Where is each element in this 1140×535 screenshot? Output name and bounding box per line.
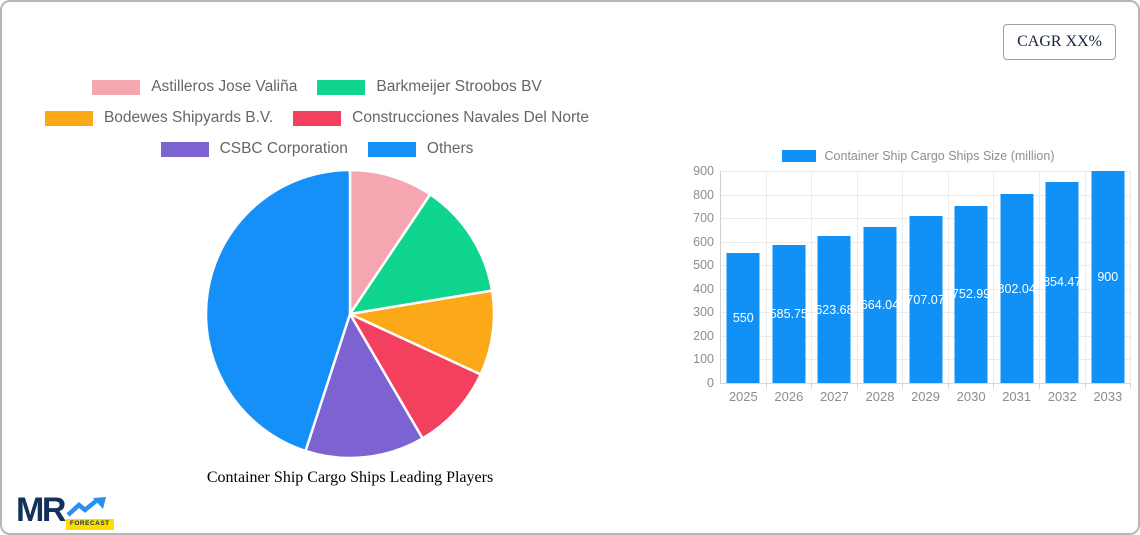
pie-slice[interactable]: [348, 193, 494, 316]
pie-chart: [204, 168, 496, 460]
legend-swatch: [44, 110, 93, 126]
pie-slice[interactable]: [348, 168, 432, 316]
bar[interactable]: 585.75: [769, 245, 808, 383]
bar-cell: 900 2033: [1086, 171, 1132, 404]
y-tick-label: 200: [693, 328, 714, 343]
mr-forecast-logo: MR FORECAST: [16, 492, 114, 530]
bar-cell: 585.75 2026: [767, 171, 813, 404]
pie-legend-row: CSBC Corporation Others: [2, 140, 632, 158]
bar-cell: 664.04 2028: [858, 171, 904, 404]
pie-legend-item[interactable]: Construcciones Navales Del Norte: [293, 109, 589, 127]
x-tick-label: 2030: [956, 389, 986, 404]
pie-slice[interactable]: [348, 289, 496, 376]
legend-swatch: [92, 79, 141, 95]
bar[interactable]: 550: [726, 253, 760, 383]
logo-forecast-badge: FORECAST: [65, 519, 114, 530]
bar-value-label: 664.04: [860, 297, 900, 312]
pie-chart-title: Container Ship Cargo Ships Leading Playe…: [206, 469, 494, 486]
pie-legend-row: Bodewes Shipyards B.V. Construcciones Nav…: [2, 109, 632, 127]
y-tick-label: 0: [707, 376, 714, 390]
bar-cell: 802.04 2031: [994, 171, 1040, 404]
gridline: [721, 194, 1131, 196]
bar[interactable]: 623.68: [815, 236, 854, 383]
y-tick-label: 900: [693, 164, 714, 178]
pie-legend-item[interactable]: CSBC Corporation: [160, 140, 348, 158]
pie-slice[interactable]: [348, 312, 482, 440]
legend-label: CSBC Corporation: [219, 140, 348, 157]
bar-value-label: 900: [1097, 270, 1119, 284]
pie-legend-item[interactable]: Bodewes Shipyards B.V.: [44, 109, 274, 127]
bar-cell: 550 2025: [721, 171, 767, 404]
bar-cell: 707.07 2029: [903, 171, 949, 404]
x-tick-label: 2026: [774, 389, 804, 404]
x-tick-label: 2029: [911, 389, 940, 404]
y-tick-label: 500: [693, 258, 714, 273]
logo-right: FORECAST: [65, 497, 114, 530]
bar-cell: 752.99 2030: [949, 171, 995, 404]
y-tick-label: 400: [693, 281, 714, 296]
bar[interactable]: 752.99: [951, 205, 991, 383]
bar-cell: 854.47 2032: [1040, 171, 1086, 404]
pie-slice[interactable]: [204, 168, 352, 453]
bar-value-label: 585.75: [769, 307, 808, 321]
pie-legend-item[interactable]: Others: [367, 140, 474, 158]
bar-legend-swatch: [781, 150, 816, 162]
x-tick-label: 2031: [1002, 389, 1032, 404]
x-tick-label: 2032: [1047, 389, 1077, 404]
legend-label: Astilleros Jose Valiña: [151, 78, 298, 95]
bar[interactable]: 707.07: [906, 216, 945, 383]
legend-label: Bodewes Shipyards B.V.: [103, 109, 274, 126]
bar-value-label: 550: [732, 311, 754, 326]
x-tick-label: 2027: [819, 389, 849, 404]
bar-chart-legend: Container Ship Cargo Ships Size (million…: [702, 149, 1134, 163]
legend-label: Construcciones Navales Del Norte: [352, 109, 590, 126]
x-tick-label: 2028: [865, 389, 895, 404]
legend-swatch: [367, 141, 416, 157]
bar-cell: 623.68 2027: [812, 171, 858, 404]
pie-legend: Astilleros Jose Valiña Barkmeijer Stroobo…: [2, 78, 632, 171]
bar[interactable]: 900: [1091, 171, 1125, 383]
y-tick-label: 800: [693, 187, 714, 202]
x-tick-label: 2025: [728, 389, 758, 404]
cagr-badge: CAGR XX%: [1003, 24, 1116, 60]
bar-legend-label: Container Ship Cargo Ships Size (million…: [824, 149, 1055, 163]
pie-legend-item[interactable]: Barkmeijer Stroobos BV: [317, 78, 542, 96]
pie-legend-row: Astilleros Jose Valiña Barkmeijer Stroobo…: [2, 78, 632, 96]
x-tick-label: 2033: [1093, 389, 1123, 404]
bar-value-label: 707.07: [906, 292, 945, 307]
bar-value-label: 752.99: [951, 287, 991, 302]
y-tick-label: 100: [693, 352, 714, 367]
y-tick-label: 300: [693, 305, 714, 320]
trend-arrow-icon: [66, 497, 106, 517]
bar-chart: 0 100 200 300 400 500 600 700 800 900 550 2025 585.7…: [693, 164, 1132, 404]
y-tick-label: 700: [693, 211, 714, 226]
gridline: [721, 171, 1131, 172]
legend-swatch: [160, 141, 209, 157]
bar[interactable]: 854.47: [1043, 181, 1082, 383]
bar-value-label: 623.68: [815, 302, 854, 317]
bar-value-label: 854.47: [1043, 275, 1082, 290]
pie-legend-item[interactable]: Astilleros Jose Valiña: [92, 78, 297, 96]
pie-slice[interactable]: [304, 312, 424, 460]
legend-label: Barkmeijer Stroobos BV: [376, 78, 542, 95]
bar[interactable]: 802.04: [997, 194, 1036, 383]
y-tick-label: 600: [693, 234, 714, 249]
logo-text: MR: [16, 491, 66, 529]
legend-label: Others: [426, 140, 474, 157]
bar-value-label: 802.04: [997, 281, 1036, 296]
legend-swatch: [293, 110, 342, 126]
bar[interactable]: 664.04: [860, 226, 900, 383]
legend-swatch: [317, 79, 366, 95]
